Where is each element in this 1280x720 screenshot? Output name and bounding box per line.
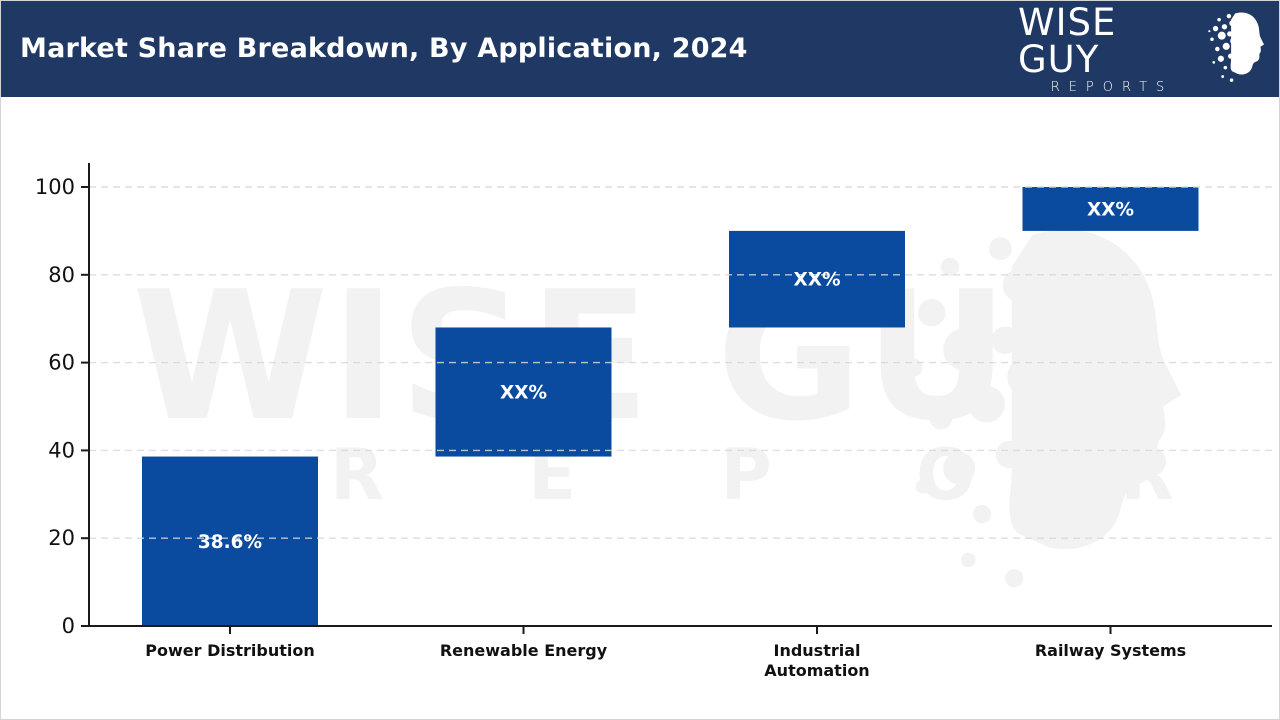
header-bar: Market Share Breakdown, By Application, … (0, 0, 1280, 97)
bar-renewable-energy (435, 327, 612, 457)
category-label-renewable-energy: Renewable Energy (440, 641, 608, 660)
bar-value-label: XX% (500, 383, 547, 404)
logo-text: WISE GUY REPORTS (1018, 4, 1202, 94)
bar-value-label: XX% (1087, 199, 1134, 220)
category-label-railway-systems: Railway Systems (1035, 641, 1186, 660)
watermark-face-icon (894, 229, 1182, 588)
y-tick-label: 60 (48, 351, 75, 375)
logo-wordmark: WISE GUY (1018, 1, 1117, 81)
y-tick-label: 100 (35, 175, 75, 199)
bar-power-distribution (142, 456, 318, 626)
y-tick-label: 80 (48, 263, 75, 287)
y-tick-label: 0 (62, 614, 75, 638)
bar-industrial-automation (729, 230, 905, 328)
bar-value-label: 38.6% (198, 532, 262, 553)
category-label-industrial-automation: Industrial Automation (764, 641, 869, 680)
logo-face-icon (1208, 12, 1264, 82)
y-tick-label: 40 (48, 438, 75, 462)
wise-guy-reports-logo: WISE GUY REPORTS (1018, 4, 1268, 94)
y-tick-label: 20 (48, 526, 75, 550)
bar-railway-systems (1022, 187, 1199, 231)
bar-value-label: XX% (793, 270, 840, 291)
chart-title: Market Share Breakdown, By Application, … (20, 33, 748, 64)
logo-subtitle: REPORTS (1050, 80, 1174, 95)
category-label-power-distribution: Power Distribution (145, 641, 314, 660)
